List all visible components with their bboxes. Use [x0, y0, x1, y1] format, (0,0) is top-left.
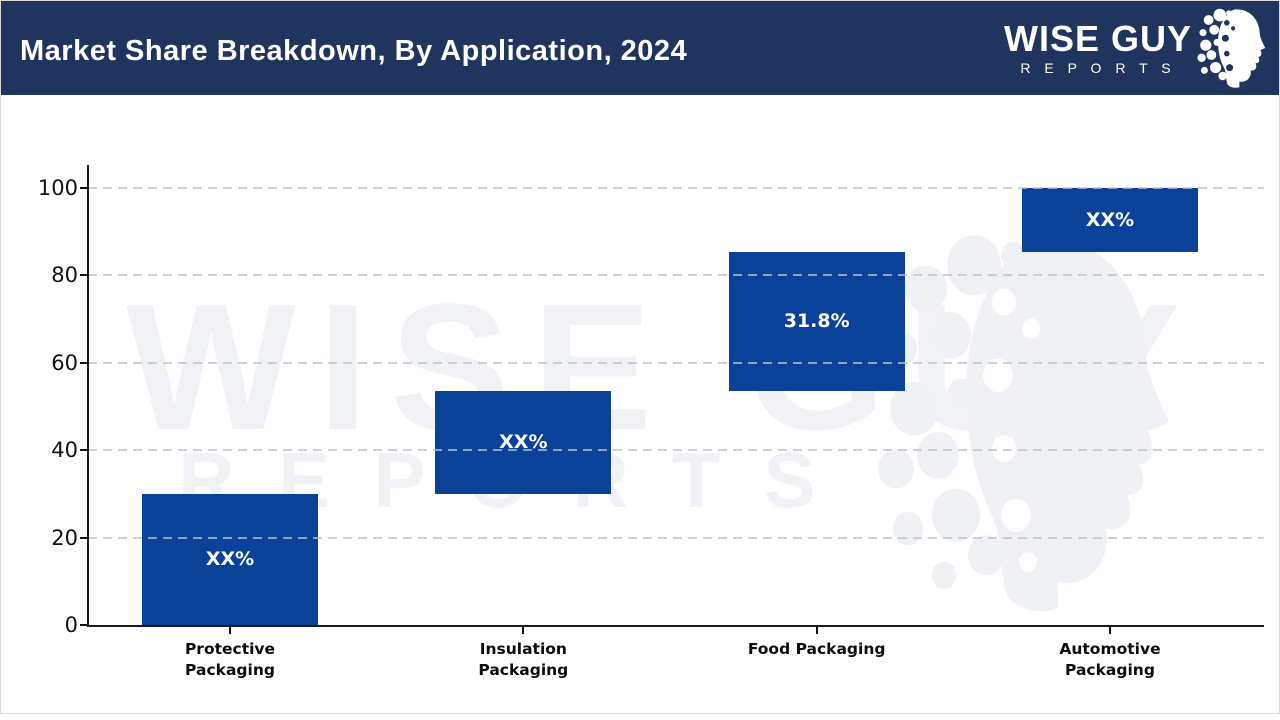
x-tick-mark-2	[522, 625, 525, 634]
category-label-line: Automotive	[1059, 640, 1161, 658]
category-label-food-packaging: Food Packaging	[707, 639, 927, 660]
gridline-20	[88, 536, 1264, 539]
header: Market Share Breakdown, By Application, …	[0, 0, 1280, 95]
bar-protective-packaging: XX%	[142, 493, 318, 625]
logo-subtext: R E P O R T S	[1020, 59, 1176, 76]
x-tick-mark-3	[815, 625, 818, 634]
category-label-line: Packaging	[185, 661, 275, 679]
x-tick-mark-1	[229, 625, 231, 634]
y-tick-mark-40	[80, 449, 88, 451]
x-tick-mark-4	[1108, 625, 1111, 634]
y-tick-mark-60	[80, 361, 88, 364]
logo-head-icon	[1197, 8, 1266, 88]
brand-logo: WISE GUY R E P O R T S	[1004, 0, 1266, 95]
watermark-head-icon	[878, 235, 1169, 612]
bar-value-label: XX%	[499, 431, 548, 454]
category-label-protective-packaging: Protective Packaging	[120, 639, 340, 681]
x-axis-line	[87, 625, 1264, 627]
y-tick-mark-80	[80, 274, 88, 276]
y-tick-label-60: 60	[51, 350, 78, 375]
y-axis-line	[87, 165, 89, 627]
gridline-80	[88, 274, 1264, 276]
bar-value-label: XX%	[205, 548, 255, 571]
logo-wordmark: WISE GUY	[1003, 17, 1192, 59]
category-label-automotive-packaging: Automotive Packaging	[1000, 639, 1220, 681]
category-label-insulation-packaging: Insulation Packaging	[413, 639, 633, 681]
y-tick-label-20: 20	[51, 525, 78, 550]
y-tick-mark-0	[80, 624, 88, 626]
category-label-line: Insulation	[479, 640, 567, 658]
gridline-40	[88, 449, 1264, 451]
page-title: Market Share Breakdown, By Application, …	[20, 35, 688, 67]
category-label-line: Packaging	[1065, 661, 1155, 679]
y-tick-label-40: 40	[51, 438, 78, 462]
gridline-100	[88, 186, 1264, 189]
bar-value-label: XX%	[1085, 208, 1135, 231]
y-tick-mark-20	[80, 536, 88, 539]
bar-insulation-packaging: XX%	[435, 390, 612, 494]
bar-value-label: 31.8%	[783, 310, 850, 333]
y-tick-mark-100	[80, 186, 88, 189]
category-label-line: Food Packaging	[747, 640, 886, 658]
bar-automotive-packaging: XX%	[1021, 187, 1198, 252]
y-tick-label-0: 0	[64, 613, 78, 637]
y-tick-label-100: 100	[37, 175, 78, 200]
category-label-line: Packaging	[478, 661, 569, 679]
category-label-line: Protective	[184, 640, 276, 658]
bar-food-packaging: 31.8%	[728, 251, 905, 391]
gridline-60	[88, 361, 1264, 364]
y-tick-label-80: 80	[51, 263, 78, 287]
logo-text: WISE GUY R E P O R T S	[1003, 17, 1192, 76]
